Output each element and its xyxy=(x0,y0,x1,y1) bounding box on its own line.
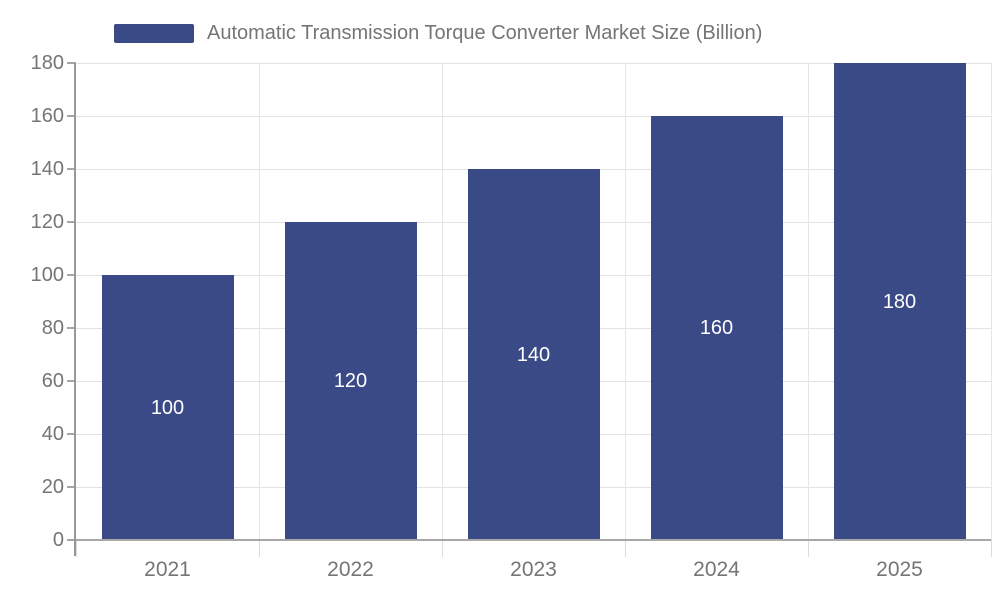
y-tick-label: 140 xyxy=(30,158,64,180)
x-tick-label: 2025 xyxy=(876,558,923,581)
y-tick-label: 180 xyxy=(30,52,64,74)
y-axis-line xyxy=(74,63,76,556)
y-tick-label: 60 xyxy=(41,370,64,392)
bar xyxy=(650,116,783,540)
gridline-h xyxy=(76,115,991,117)
bar-value-label: 100 xyxy=(150,396,185,419)
y-tick xyxy=(67,168,76,170)
x-axis-line xyxy=(76,539,991,541)
x-tick xyxy=(807,540,809,557)
y-tick xyxy=(67,539,76,541)
y-tick xyxy=(67,274,76,276)
x-tick-label: 2024 xyxy=(693,558,740,581)
y-tick-label: 120 xyxy=(30,211,64,233)
y-tick xyxy=(67,327,76,329)
y-tick xyxy=(67,486,76,488)
y-tick xyxy=(67,221,76,223)
gridline-v xyxy=(807,63,809,540)
y-tick-label: 20 xyxy=(41,476,64,498)
y-tick xyxy=(67,380,76,382)
y-tick-label: 40 xyxy=(41,423,64,445)
legend-label: Automatic Transmission Torque Converter … xyxy=(207,22,763,44)
gridline-v xyxy=(990,63,992,540)
legend-swatch-icon xyxy=(114,24,194,43)
bar xyxy=(101,275,234,540)
gridline-v xyxy=(258,63,260,540)
x-tick xyxy=(441,540,443,557)
x-tick-label: 2022 xyxy=(327,558,374,581)
x-tick xyxy=(990,540,992,557)
x-tick-label: 2023 xyxy=(510,558,557,581)
y-tick-label: 160 xyxy=(30,105,64,127)
bar xyxy=(833,63,966,540)
y-tick-label: 100 xyxy=(30,264,64,286)
x-axis-labels: 2021 2022 2023 2024 2025 xyxy=(76,556,991,586)
y-tick xyxy=(67,115,76,117)
y-tick-label: 0 xyxy=(52,529,64,551)
y-tick xyxy=(67,62,76,64)
gridline-v xyxy=(624,63,626,540)
bar-value-label: 120 xyxy=(333,370,368,392)
bar xyxy=(284,222,417,540)
x-tick-label: 2021 xyxy=(144,558,191,581)
x-tick xyxy=(75,540,77,557)
y-tick-label: 80 xyxy=(41,317,64,339)
bar-value-label: 160 xyxy=(699,317,734,339)
bar xyxy=(467,169,600,540)
gridline-v xyxy=(441,63,443,540)
y-axis-labels: 0 20 40 60 80 100 120 140 160 180 xyxy=(0,52,64,551)
bar-value-label: 140 xyxy=(516,343,551,366)
bar-value-label: 180 xyxy=(882,290,917,313)
plot-area: 100 120 140 160 180 xyxy=(67,62,992,557)
x-tick xyxy=(624,540,626,557)
chart-legend[interactable]: Automatic Transmission Torque Converter … xyxy=(114,22,762,45)
x-tick xyxy=(258,540,260,557)
y-tick xyxy=(67,433,76,435)
gridline-h xyxy=(76,62,991,64)
